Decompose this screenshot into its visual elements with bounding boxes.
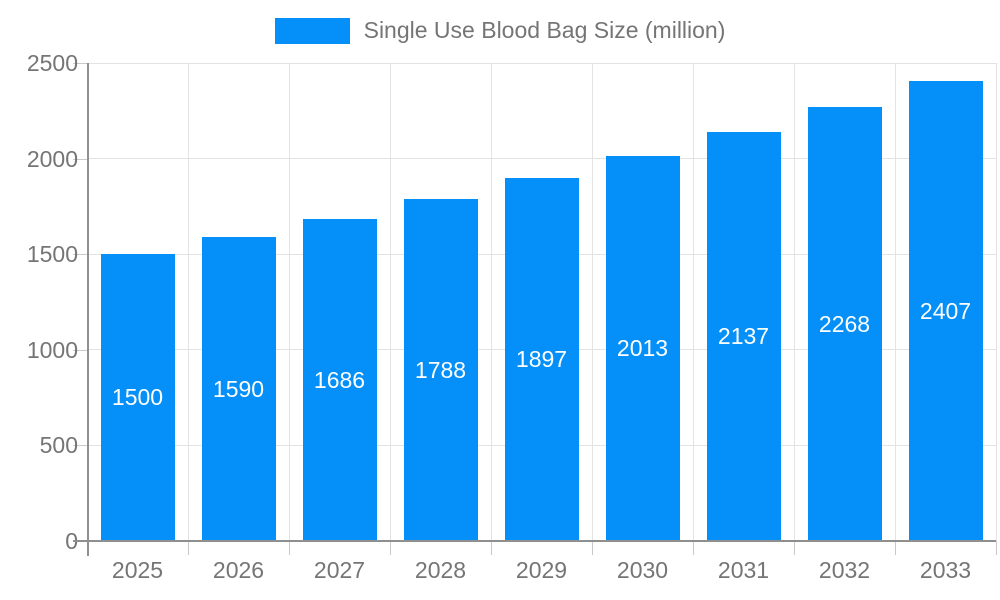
y-axis-tick-label: 1500 bbox=[26, 241, 78, 268]
bar-2028[interactable]: 1788 bbox=[403, 199, 478, 541]
bar-2031[interactable]: 2137 bbox=[706, 132, 781, 541]
x-axis-tick-label: 2027 bbox=[313, 557, 366, 583]
y-axis-tick-label: 2500 bbox=[26, 50, 78, 76]
x-axis-tick-label: 2032 bbox=[818, 557, 871, 583]
x-axis-tick-label: 2026 bbox=[212, 557, 265, 583]
y-tick bbox=[73, 63, 87, 64]
x-axis-tick-label: 2025 bbox=[111, 557, 164, 583]
v-gridline bbox=[187, 63, 189, 541]
legend-swatch[interactable] bbox=[274, 17, 350, 44]
x-tick bbox=[895, 541, 896, 555]
y-axis-tick-label: 0 bbox=[65, 528, 78, 554]
x-tick bbox=[491, 541, 492, 555]
h-gridline bbox=[87, 62, 996, 64]
bar-2032[interactable]: 2268 bbox=[807, 107, 882, 541]
x-tick bbox=[188, 541, 189, 555]
legend[interactable]: Single Use Blood Bag Size (million) bbox=[0, 17, 1000, 44]
v-gridline bbox=[288, 63, 290, 541]
x-tick bbox=[289, 541, 290, 555]
h-gridline bbox=[87, 158, 996, 160]
x-axis-tick-label: 2029 bbox=[515, 557, 568, 583]
y-axis-tick-label: 2000 bbox=[26, 145, 78, 172]
bar-2029[interactable]: 1897 bbox=[504, 178, 579, 541]
y-tick bbox=[73, 445, 87, 447]
y-tick bbox=[73, 158, 87, 160]
bar-value-label: 2407 bbox=[919, 297, 972, 324]
y-tick bbox=[73, 349, 87, 351]
v-gridline bbox=[793, 63, 795, 541]
bar-2030[interactable]: 2013 bbox=[605, 156, 680, 541]
y-axis-tick-label: 1000 bbox=[26, 336, 78, 363]
v-gridline bbox=[389, 63, 391, 541]
v-gridline bbox=[995, 63, 997, 541]
bar-2025[interactable]: 1500 bbox=[100, 254, 175, 541]
bar-2033[interactable]: 2407 bbox=[908, 81, 983, 541]
x-tick bbox=[996, 541, 997, 555]
v-gridline bbox=[591, 63, 593, 541]
x-tick bbox=[794, 541, 795, 555]
bar-value-label: 2137 bbox=[717, 323, 770, 349]
bar-2027[interactable]: 1686 bbox=[302, 219, 377, 541]
x-tick bbox=[390, 541, 391, 555]
x-axis-line bbox=[73, 540, 996, 542]
bar-value-label: 2013 bbox=[616, 335, 669, 361]
bar-value-label: 2268 bbox=[818, 310, 871, 337]
bar-value-label: 1686 bbox=[313, 366, 366, 393]
bar-2026[interactable]: 1590 bbox=[201, 237, 276, 541]
y-tick bbox=[73, 254, 87, 256]
legend-label: Single Use Blood Bag Size (million) bbox=[363, 17, 726, 43]
x-tick bbox=[592, 541, 593, 555]
x-axis-tick-label: 2031 bbox=[717, 557, 770, 583]
y-axis-line bbox=[87, 63, 89, 556]
bar-value-label: 1897 bbox=[515, 346, 568, 372]
v-gridline bbox=[490, 63, 492, 541]
x-tick bbox=[693, 541, 694, 555]
v-gridline bbox=[894, 63, 896, 541]
x-axis-tick-label: 2030 bbox=[616, 557, 669, 583]
x-axis-tick-label: 2028 bbox=[414, 557, 467, 583]
bar-value-label: 1788 bbox=[414, 356, 467, 383]
bar-value-label: 1500 bbox=[111, 384, 164, 410]
x-axis-tick-label: 2033 bbox=[919, 557, 972, 583]
plot-area: 1500 1590 1686 1788 1897 2013 2137 2268 2407 bbox=[87, 62, 997, 541]
v-gridline bbox=[692, 63, 694, 541]
bar-value-label: 1590 bbox=[212, 375, 265, 402]
y-axis-tick-label: 500 bbox=[39, 432, 78, 459]
